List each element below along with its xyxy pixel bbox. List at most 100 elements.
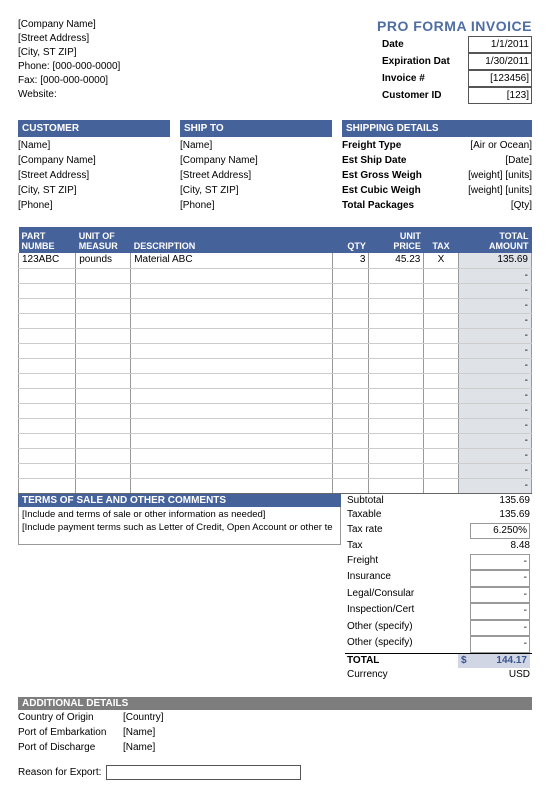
table-row: - [19, 478, 532, 493]
inv-value[interactable]: [123456] [468, 70, 532, 87]
cell [369, 478, 424, 493]
cell [424, 463, 458, 478]
cust-value[interactable]: [123] [468, 87, 532, 104]
cell: - [458, 478, 531, 493]
cubic-value: [weight] [units] [468, 183, 532, 198]
cell [369, 463, 424, 478]
legal-value[interactable]: - [470, 587, 530, 604]
cell [131, 418, 333, 433]
cell: - [458, 448, 531, 463]
cell [131, 433, 333, 448]
disch-value: [Name] [123, 740, 155, 755]
cell [76, 343, 131, 358]
cell: - [458, 298, 531, 313]
cell [369, 328, 424, 343]
company-block: [Company Name] [Street Address] [City, S… [18, 18, 120, 104]
cell [76, 373, 131, 388]
cell: - [458, 343, 531, 358]
oth1-value[interactable]: - [470, 620, 530, 637]
cell: 3 [332, 253, 369, 268]
cell [19, 268, 76, 283]
ins-value[interactable]: - [470, 570, 530, 587]
terms-header: TERMS OF SALE AND OTHER COMMENTS [18, 494, 341, 507]
cell: - [458, 313, 531, 328]
cell: 45.23 [369, 253, 424, 268]
cell [19, 358, 76, 373]
cell [19, 403, 76, 418]
table-row: - [19, 268, 532, 283]
cell: - [458, 373, 531, 388]
cell [19, 448, 76, 463]
cell [332, 418, 369, 433]
cell [332, 373, 369, 388]
embark-label: Port of Embarkation [18, 725, 123, 740]
cell [76, 358, 131, 373]
th-unit: UNIT OF MEASUR [76, 227, 131, 253]
table-row: - [19, 343, 532, 358]
subtotal-value: 135.69 [470, 494, 530, 509]
rate-value[interactable]: 6.250% [470, 523, 530, 540]
cell [19, 298, 76, 313]
cell [332, 358, 369, 373]
cell [131, 358, 333, 373]
export-input[interactable] [106, 765, 301, 780]
total-label: TOTAL [347, 654, 379, 669]
cell [332, 313, 369, 328]
cell [424, 268, 458, 283]
cell [19, 463, 76, 478]
date-value[interactable]: 1/1/2011 [468, 36, 532, 53]
cell: 135.69 [458, 253, 531, 268]
cell [369, 343, 424, 358]
freight-value: [Air or Ocean] [470, 138, 532, 153]
cell [332, 328, 369, 343]
exp-value[interactable]: 1/30/2011 [468, 53, 532, 70]
freight-value[interactable]: - [470, 554, 530, 571]
cell [424, 298, 458, 313]
export-label: Reason for Export: [18, 767, 101, 778]
cell [76, 388, 131, 403]
cell [131, 283, 333, 298]
tax-value: 8.48 [470, 539, 530, 554]
cell [19, 388, 76, 403]
cell: 123ABC [19, 253, 76, 268]
cell [19, 478, 76, 493]
cell [76, 313, 131, 328]
cell [369, 418, 424, 433]
website-label: Website: [18, 88, 120, 102]
disch-label: Port of Discharge [18, 740, 123, 755]
cell [76, 283, 131, 298]
terms-line1: [Include and terms of sale or other info… [22, 508, 337, 521]
freight-label: Freight [347, 554, 378, 571]
inv-label: Invoice # [380, 71, 468, 86]
freight-label: Freight Type [342, 138, 401, 153]
insp-value[interactable]: - [470, 603, 530, 620]
cell [131, 448, 333, 463]
cell: - [458, 388, 531, 403]
company-citystzip: [City, ST ZIP] [18, 46, 120, 60]
fax-label: Fax: [18, 75, 37, 86]
origin-value: [Country] [123, 710, 164, 725]
customer-phone: [Phone] [18, 198, 170, 213]
th-amount: TOTAL AMOUNT [458, 227, 531, 253]
oth2-label: Other (specify) [347, 636, 413, 653]
origin-label: Country of Origin [18, 710, 123, 725]
ins-label: Insurance [347, 570, 391, 587]
cell [332, 298, 369, 313]
oth2-value[interactable]: - [470, 636, 530, 653]
shipto-phone: [Phone] [180, 198, 332, 213]
cell [76, 403, 131, 418]
th-price: UNIT PRICE [369, 227, 424, 253]
cubic-label: Est Cubic Weigh [342, 183, 421, 198]
cell [369, 283, 424, 298]
cell [19, 373, 76, 388]
table-row: - [19, 403, 532, 418]
cell [76, 448, 131, 463]
th-qty: QTY [332, 227, 369, 253]
subtotal-label: Subtotal [347, 494, 384, 509]
cell [369, 358, 424, 373]
company-name: [Company Name] [18, 18, 120, 32]
cell [369, 313, 424, 328]
customer-street: [Street Address] [18, 168, 170, 183]
fax-value: [000-000-0000] [40, 75, 108, 86]
cell [76, 328, 131, 343]
